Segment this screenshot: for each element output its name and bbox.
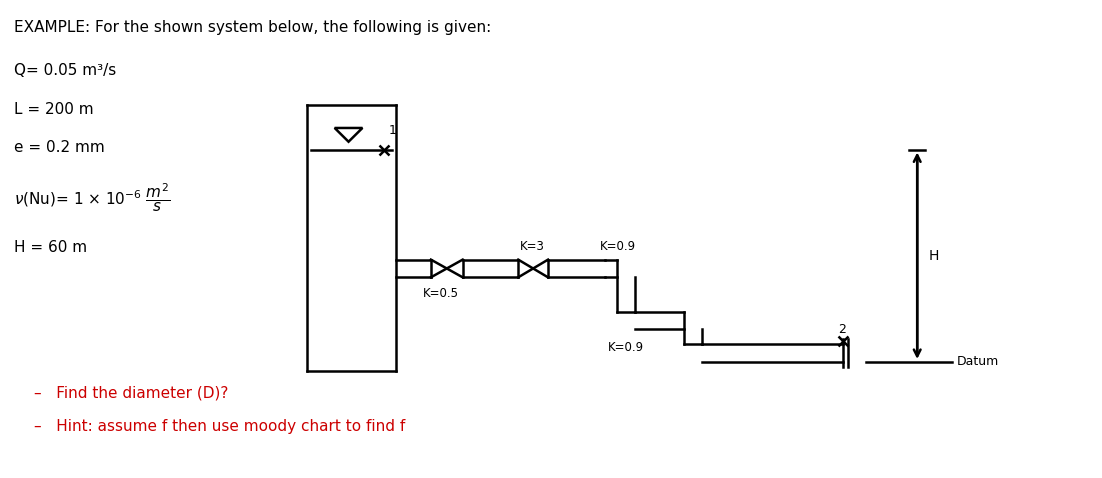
Text: K=3: K=3 bbox=[520, 240, 545, 253]
Text: 2: 2 bbox=[838, 323, 845, 337]
Text: –   Hint: assume f then use moody chart to find f: – Hint: assume f then use moody chart to… bbox=[34, 419, 406, 434]
Text: Q= 0.05 m³/s: Q= 0.05 m³/s bbox=[14, 63, 117, 78]
Text: e = 0.2 mm: e = 0.2 mm bbox=[14, 140, 105, 155]
Text: L = 200 m: L = 200 m bbox=[14, 102, 94, 118]
Text: K=0.5: K=0.5 bbox=[423, 287, 458, 300]
Text: K=0.9: K=0.9 bbox=[599, 240, 636, 253]
Text: K=0.9: K=0.9 bbox=[607, 341, 644, 354]
Text: EXAMPLE: For the shown system below, the following is given:: EXAMPLE: For the shown system below, the… bbox=[14, 20, 491, 35]
Text: Datum: Datum bbox=[957, 355, 1000, 369]
Text: $\nu$(Nu)= 1 $\times$ 10$^{-6}$ $\dfrac{m^2}{s}$: $\nu$(Nu)= 1 $\times$ 10$^{-6}$ $\dfrac{… bbox=[14, 181, 171, 214]
Text: –   Find the diameter (D)?: – Find the diameter (D)? bbox=[34, 385, 228, 401]
Text: H = 60 m: H = 60 m bbox=[14, 240, 87, 255]
Text: H: H bbox=[929, 249, 940, 263]
Text: 1: 1 bbox=[388, 124, 396, 137]
